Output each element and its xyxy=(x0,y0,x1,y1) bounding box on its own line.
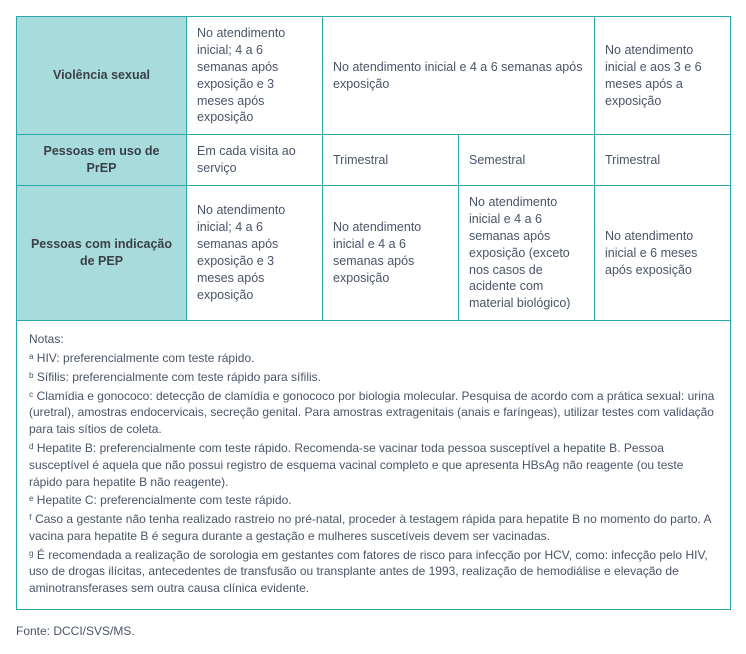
table-cell: No atendimento inicial e 4 a 6 semanas a… xyxy=(323,186,459,321)
table-row: Pessoas em uso de PrEP Em cada visita ao… xyxy=(17,135,731,186)
table-cell: No atendimento inicial e 6 meses após ex… xyxy=(595,186,731,321)
row-head: Pessoas com indicação de PEP xyxy=(17,186,187,321)
notes-title: Notas: xyxy=(29,331,718,348)
table-cell: No atendimento inicial e 4 a 6 semanas a… xyxy=(323,17,595,135)
note-line: ᶜ Clamídia e gonococo: detecção de clamí… xyxy=(29,388,718,438)
table-cell: Semestral xyxy=(459,135,595,186)
note-line: ᵇ Sífilis: preferencialmente com teste r… xyxy=(29,369,718,386)
table-row: Violência sexual No atendimento inicial;… xyxy=(17,17,731,135)
table-cell: No atendimento inicial e aos 3 e 6 meses… xyxy=(595,17,731,135)
notes-row: Notas: ᵃ HIV: preferencialmente com test… xyxy=(17,321,731,610)
note-line: ᵈ Hepatite B: preferencialmente com test… xyxy=(29,440,718,490)
guidelines-table: Violência sexual No atendimento inicial;… xyxy=(16,16,731,610)
table-cell: No atendimento inicial; 4 a 6 semanas ap… xyxy=(187,17,323,135)
note-line: ᵍ É recomendada a realização de sorologi… xyxy=(29,547,718,597)
note-line: ᶠ Caso a gestante não tenha realizado ra… xyxy=(29,511,718,545)
note-line: ᵃ HIV: preferencialmente com teste rápid… xyxy=(29,350,718,367)
table-cell: No atendimento inicial; 4 a 6 semanas ap… xyxy=(187,186,323,321)
notes-cell: Notas: ᵃ HIV: preferencialmente com test… xyxy=(17,321,731,610)
table-cell: Trimestral xyxy=(595,135,731,186)
note-line: ᵉ Hepatite C: preferencialmente com test… xyxy=(29,492,718,509)
row-head: Pessoas em uso de PrEP xyxy=(17,135,187,186)
row-head: Violência sexual xyxy=(17,17,187,135)
source-text: Fonte: DCCI/SVS/MS. xyxy=(16,624,730,638)
table-row: Pessoas com indicação de PEP No atendime… xyxy=(17,186,731,321)
table-cell: Em cada visita ao serviço xyxy=(187,135,323,186)
table-cell: Trimestral xyxy=(323,135,459,186)
table-cell: No atendimento inicial e 4 a 6 semanas a… xyxy=(459,186,595,321)
